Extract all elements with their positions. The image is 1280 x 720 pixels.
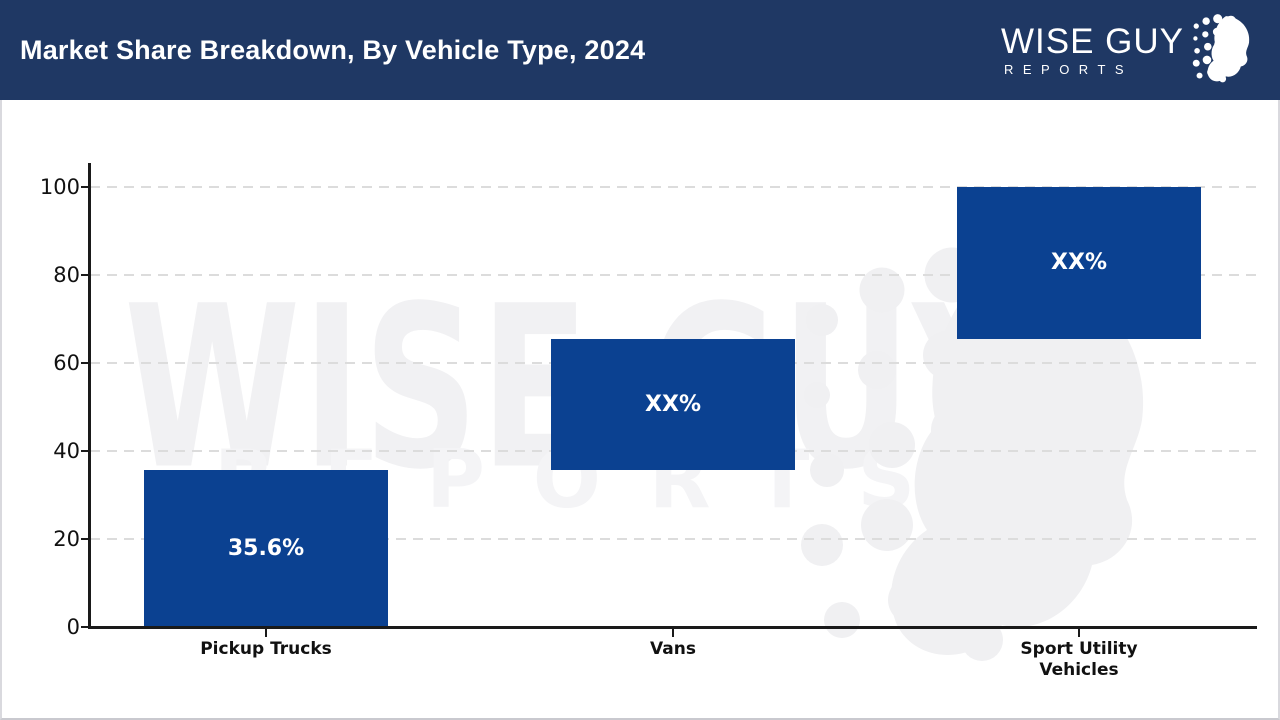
- x-tick-mark: [265, 629, 267, 637]
- y-tick-mark: [81, 450, 90, 452]
- y-tick-label: 60: [53, 351, 80, 375]
- x-category-label: Sport Utility Vehicles: [1020, 639, 1138, 681]
- brand-face-icon: [1192, 14, 1250, 83]
- plot: 0 20 40 60 80 100 35.6% Pickup Trucks XX% Vans XX%…: [2, 100, 1278, 718]
- header-bar: Market Share Breakdown, By Vehicle Type,…: [0, 0, 1280, 100]
- gridline: [90, 186, 1257, 188]
- y-tick-mark: [81, 538, 90, 540]
- y-tick-label: 100: [39, 175, 80, 199]
- bar-value-label: XX%: [1051, 250, 1107, 276]
- y-tick-mark: [81, 626, 90, 628]
- y-tick-label: 80: [53, 263, 80, 287]
- bar-value-label: XX%: [645, 391, 701, 417]
- gridline: [90, 538, 1257, 540]
- brand-logo: WISE GUY REPORTS: [1001, 12, 1254, 88]
- y-tick-mark: [81, 362, 90, 364]
- brand-name: WISE GUY: [1000, 21, 1184, 61]
- y-tick-mark: [81, 186, 90, 188]
- x-tick-mark: [1078, 629, 1080, 637]
- y-tick-mark: [81, 274, 90, 276]
- bar-pickup-trucks: [144, 470, 388, 627]
- x-tick-mark: [672, 629, 674, 637]
- bar-value-label: 35.6%: [227, 535, 305, 561]
- x-axis-line: [88, 626, 1257, 629]
- chart-area: WISE GUY REPORTS 0 20 40 60 80 100 35.6% Pickup…: [0, 100, 1280, 720]
- y-tick-label: 0: [66, 615, 80, 639]
- brand-subtitle: REPORTS: [1003, 61, 1134, 77]
- bar-vans: [551, 339, 795, 471]
- chart-title: Market Share Breakdown, By Vehicle Type,…: [20, 34, 646, 65]
- y-tick-label: 40: [53, 439, 80, 463]
- y-axis-line: [88, 163, 91, 629]
- x-category-label: Pickup Trucks: [200, 639, 332, 659]
- x-category-label: Vans: [650, 639, 696, 659]
- gridline: [90, 274, 1257, 276]
- brand-wordmark: WISE GUY REPORTS: [1001, 24, 1184, 77]
- y-tick-label: 20: [53, 527, 80, 551]
